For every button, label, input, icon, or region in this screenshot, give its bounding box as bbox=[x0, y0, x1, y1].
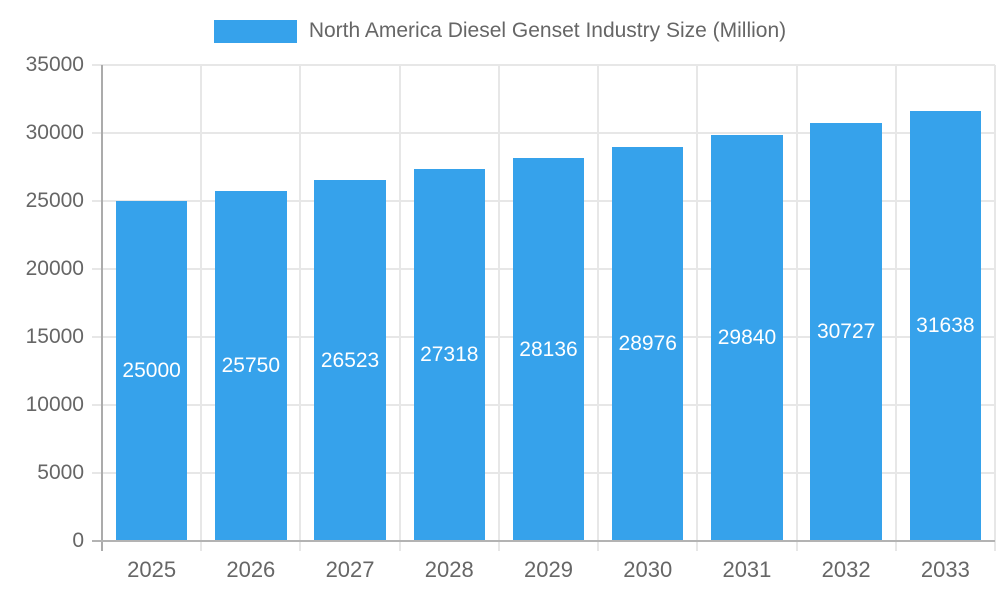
x-tick-label: 2029 bbox=[524, 557, 573, 582]
v-gridline bbox=[696, 65, 699, 551]
bar: 25750 bbox=[215, 190, 287, 541]
v-gridline bbox=[497, 65, 500, 551]
legend-swatch-icon bbox=[213, 19, 297, 43]
bar-value-label: 27318 bbox=[420, 343, 479, 367]
bar: 28136 bbox=[512, 158, 585, 541]
y-tick-label: 15000 bbox=[25, 325, 84, 348]
h-gridline bbox=[92, 132, 995, 134]
v-gridline bbox=[795, 65, 798, 551]
bar: 31638 bbox=[909, 110, 982, 541]
bar-value-label: 26523 bbox=[320, 348, 380, 372]
v-gridline bbox=[994, 65, 996, 551]
bar-value-label: 30727 bbox=[816, 320, 876, 344]
bar: 25000 bbox=[115, 201, 188, 541]
x-tick-label: 2032 bbox=[821, 557, 871, 582]
bar-value-label: 28136 bbox=[519, 337, 578, 361]
bar: 28976 bbox=[612, 146, 684, 541]
x-tick-label: 2026 bbox=[226, 557, 276, 582]
y-tick-label: 20000 bbox=[25, 257, 84, 280]
bar-value-label: 29840 bbox=[717, 326, 777, 350]
x-tick-label: 2033 bbox=[920, 557, 970, 582]
x-tick-label: 2031 bbox=[722, 557, 772, 582]
y-tick-label: 25000 bbox=[25, 189, 84, 212]
v-gridline bbox=[398, 65, 401, 551]
x-tick-label: 2030 bbox=[623, 557, 673, 582]
bar-value-label: 28976 bbox=[618, 331, 677, 355]
y-tick-label: 10000 bbox=[25, 393, 84, 416]
bar: 27318 bbox=[413, 169, 485, 541]
x-tick-label: 2027 bbox=[325, 557, 375, 582]
x-tick-label: 2028 bbox=[424, 557, 474, 582]
bar-value-label: 25000 bbox=[122, 359, 181, 382]
legend: North America Diesel Genset Industry Siz… bbox=[0, 19, 1000, 43]
y-tick-label: 0 bbox=[72, 529, 84, 552]
bar: 30727 bbox=[810, 123, 882, 541]
y-axis-line bbox=[101, 65, 103, 551]
bar: 29840 bbox=[711, 135, 783, 541]
y-tick-label: 35000 bbox=[25, 53, 84, 76]
legend-label: North America Diesel Genset Industry Siz… bbox=[308, 19, 787, 42]
v-gridline bbox=[894, 65, 897, 551]
v-gridline bbox=[597, 65, 600, 551]
h-gridline bbox=[92, 64, 995, 66]
v-gridline bbox=[200, 65, 203, 551]
v-gridline bbox=[299, 65, 302, 551]
plot-area: 0 5000 10000 15000 20000 25000 30000 35000 25000… bbox=[26, 53, 996, 582]
bar: 26523 bbox=[314, 180, 386, 541]
legend-item[interactable]: North America Diesel Genset Industry Siz… bbox=[213, 19, 787, 43]
y-tick-label: 5000 bbox=[37, 461, 84, 484]
y-tick-label: 30000 bbox=[25, 121, 84, 144]
bar-value-label: 31638 bbox=[916, 313, 975, 337]
bar-value-label: 25750 bbox=[221, 353, 281, 377]
x-tick-label: 2025 bbox=[127, 557, 177, 582]
x-axis-line bbox=[92, 540, 995, 542]
